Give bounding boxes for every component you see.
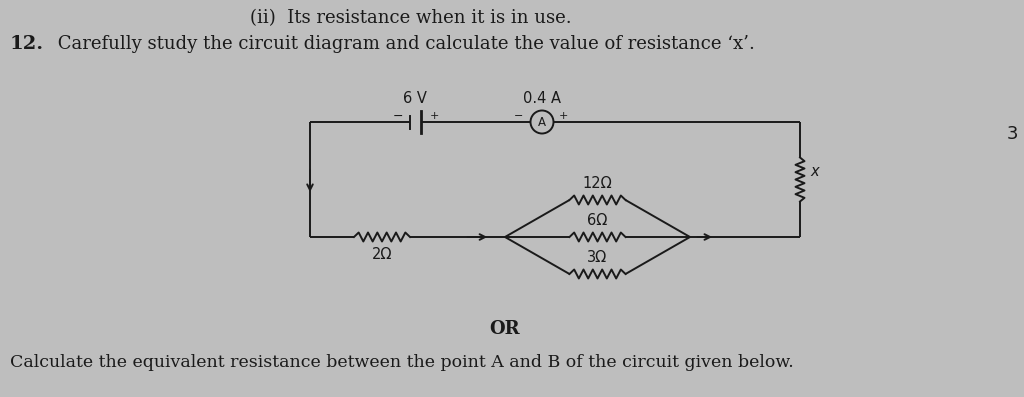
Text: 6Ω: 6Ω <box>588 213 607 228</box>
Text: Calculate the equivalent resistance between the point A and B of the circuit giv: Calculate the equivalent resistance betw… <box>10 354 794 371</box>
Text: 0.4 A: 0.4 A <box>523 91 561 106</box>
Text: Carefully study the circuit diagram and calculate the value of resistance ‘x’.: Carefully study the circuit diagram and … <box>52 35 755 53</box>
Text: 3: 3 <box>1007 125 1018 143</box>
Text: A: A <box>538 116 546 129</box>
Text: (ii)  Its resistance when it is in use.: (ii) Its resistance when it is in use. <box>250 9 571 27</box>
Text: −: − <box>514 111 523 121</box>
Text: 6 V: 6 V <box>403 91 427 106</box>
Text: 2Ω: 2Ω <box>372 247 392 262</box>
Text: 12.: 12. <box>10 35 44 53</box>
Text: OR: OR <box>489 320 520 338</box>
Text: −: − <box>393 110 403 123</box>
Text: 12Ω: 12Ω <box>583 176 612 191</box>
Text: +: + <box>558 111 567 121</box>
Text: +: + <box>429 111 438 121</box>
Text: 3Ω: 3Ω <box>588 250 607 265</box>
Text: x: x <box>810 164 818 179</box>
